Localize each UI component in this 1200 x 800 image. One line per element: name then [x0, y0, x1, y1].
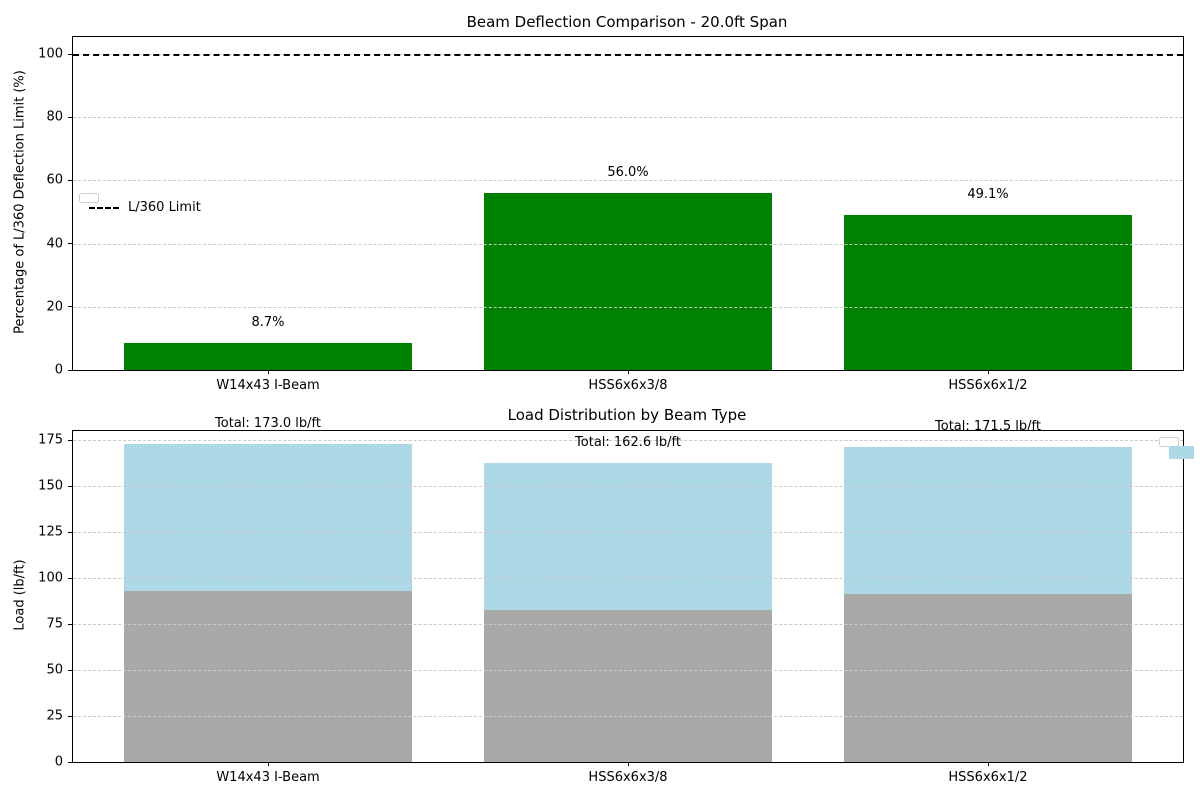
y-tick-label: 50	[46, 662, 63, 678]
x-tick-mark	[268, 370, 270, 374]
value-bar	[843, 214, 1132, 370]
load-chart-title: Load Distribution by Beam Type	[507, 406, 747, 424]
y-tick-label: 0	[54, 362, 63, 378]
dashed-line-legend-marker	[89, 207, 119, 209]
gridline	[73, 117, 1183, 119]
x-tick-mark	[268, 762, 270, 766]
gridline	[73, 306, 1183, 308]
legend-row: L/360 Limit	[89, 198, 201, 218]
dead-load-bar	[483, 610, 772, 762]
x-tick-mark	[987, 370, 989, 374]
gridline	[73, 716, 1183, 718]
deflection-legend: L/360 Limit	[79, 193, 201, 215]
x-tick-label: HSS6x6x3/8	[588, 770, 668, 785]
y-tick-mark	[68, 485, 73, 487]
y-tick-label: 125	[38, 524, 63, 540]
gridline	[73, 670, 1183, 672]
gridline	[73, 440, 1183, 442]
deflection-chart-title: Beam Deflection Comparison - 20.0ft Span	[466, 13, 788, 31]
live-load-legend-swatch	[1169, 445, 1194, 459]
x-tick-mark	[987, 762, 989, 766]
y-tick-label: 0	[54, 754, 63, 770]
gridline	[73, 486, 1183, 488]
load-legend: Dead Load Live Load	[1159, 437, 1194, 459]
y-tick-label: 75	[46, 616, 63, 632]
y-tick-mark	[68, 577, 73, 579]
y-tick-label: 100	[38, 46, 63, 62]
y-tick-label: 25	[46, 708, 63, 724]
legend-label: L/360 Limit	[128, 200, 201, 215]
x-tick-label: HSS6x6x1/2	[948, 378, 1028, 393]
y-tick-label: 20	[46, 299, 63, 315]
gridline	[73, 180, 1183, 182]
y-tick-label: 150	[38, 478, 63, 494]
x-tick-label: HSS6x6x3/8	[588, 378, 668, 393]
gridline	[73, 532, 1183, 534]
limit-reference-line	[73, 54, 1183, 57]
y-tick-mark	[68, 369, 73, 371]
bar-value-label: Total: 162.6 lb/ft	[575, 435, 681, 450]
y-tick-mark	[68, 439, 73, 441]
deflection-plot-area: L/360 Limit 8.7% W14x43 I-Beam 56.0% HSS6x6…	[38, 36, 1184, 393]
value-bar	[124, 342, 413, 370]
y-tick-mark	[68, 179, 73, 181]
dead-load-bar	[843, 593, 1132, 762]
y-tick-mark	[68, 306, 73, 308]
bar-value-label: 49.1%	[967, 186, 1009, 202]
x-tick-mark	[628, 762, 629, 766]
load-plot-area: Dead Load Live Load Total: 173.0 lb/ft W1…	[38, 416, 1194, 785]
y-tick-label: 100	[38, 570, 63, 586]
x-tick-label: W14x43 I-Beam	[216, 378, 320, 393]
y-tick-mark	[68, 715, 73, 717]
y-tick-mark	[68, 531, 73, 533]
bar-value-label: Total: 171.5 lb/ft	[935, 418, 1041, 434]
x-tick-mark	[628, 370, 629, 374]
y-tick-mark	[68, 53, 73, 55]
gridline	[73, 243, 1183, 245]
x-tick-label: W14x43 I-Beam	[216, 770, 320, 785]
bar-value-label: 8.7%	[251, 314, 285, 330]
y-tick-label: 60	[46, 172, 63, 188]
dead-load-bar	[124, 590, 413, 762]
live-load-bar	[843, 446, 1132, 594]
y-tick-label: 175	[38, 432, 63, 448]
legend-row: Live Load	[1169, 442, 1200, 462]
value-bar	[483, 193, 772, 370]
y-tick-label: 80	[46, 109, 63, 125]
y-tick-mark	[68, 116, 73, 118]
gridline	[73, 578, 1183, 580]
y-tick-mark	[68, 243, 73, 245]
live-load-bar	[124, 443, 413, 591]
x-tick-label: HSS6x6x1/2	[948, 770, 1028, 785]
y-tick-label: 40	[46, 236, 63, 252]
y-tick-mark	[68, 761, 73, 763]
live-load-bar	[483, 463, 772, 611]
y-tick-mark	[68, 669, 73, 671]
bar-value-label: Total: 173.0 lb/ft	[215, 415, 321, 431]
gridline	[73, 624, 1183, 626]
y-tick-mark	[68, 623, 73, 625]
bar-value-label: 56.0%	[607, 165, 649, 181]
